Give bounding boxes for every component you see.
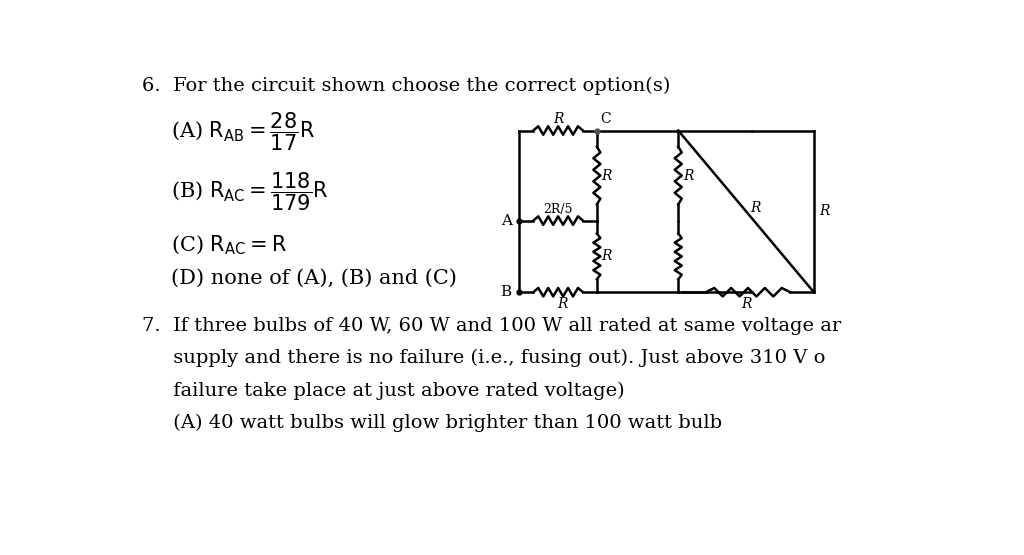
- Text: (B) $\mathrm{R_{AC}}=\dfrac{118}{179}\mathrm{R}$: (B) $\mathrm{R_{AC}}=\dfrac{118}{179}\ma…: [171, 170, 329, 213]
- Text: R: R: [601, 169, 612, 183]
- Text: A: A: [501, 214, 512, 228]
- Text: 7.  If three bulbs of 40 W, 60 W and 100 W all rated at same voltage ar: 7. If three bulbs of 40 W, 60 W and 100 …: [142, 317, 841, 335]
- Text: 6.  For the circuit shown choose the correct option(s): 6. For the circuit shown choose the corr…: [142, 77, 671, 95]
- Text: R: R: [750, 200, 761, 215]
- Text: R: R: [557, 297, 567, 311]
- Text: failure take place at just above rated voltage): failure take place at just above rated v…: [142, 381, 625, 400]
- Text: R: R: [601, 249, 612, 264]
- Text: (A) 40 watt bulbs will glow brighter than 100 watt bulb: (A) 40 watt bulbs will glow brighter tha…: [142, 414, 722, 432]
- Text: B: B: [501, 285, 512, 299]
- Text: (D) none of (A), (B) and (C): (D) none of (A), (B) and (C): [171, 269, 457, 288]
- Text: R: R: [683, 169, 693, 183]
- Text: R: R: [740, 297, 752, 311]
- Text: (C) $\mathrm{R_{AC}}=\mathrm{R}$: (C) $\mathrm{R_{AC}}=\mathrm{R}$: [171, 234, 287, 257]
- Text: R: R: [819, 204, 829, 218]
- Text: R: R: [553, 112, 563, 126]
- Text: (A) $\mathrm{R_{AB}}=\dfrac{28}{17}\mathrm{R}$: (A) $\mathrm{R_{AB}}=\dfrac{28}{17}\math…: [171, 110, 314, 153]
- Text: supply and there is no failure (i.e., fusing out). Just above 310 V o: supply and there is no failure (i.e., fu…: [142, 349, 825, 367]
- Text: 2R/5: 2R/5: [544, 203, 572, 216]
- Text: C: C: [600, 112, 610, 126]
